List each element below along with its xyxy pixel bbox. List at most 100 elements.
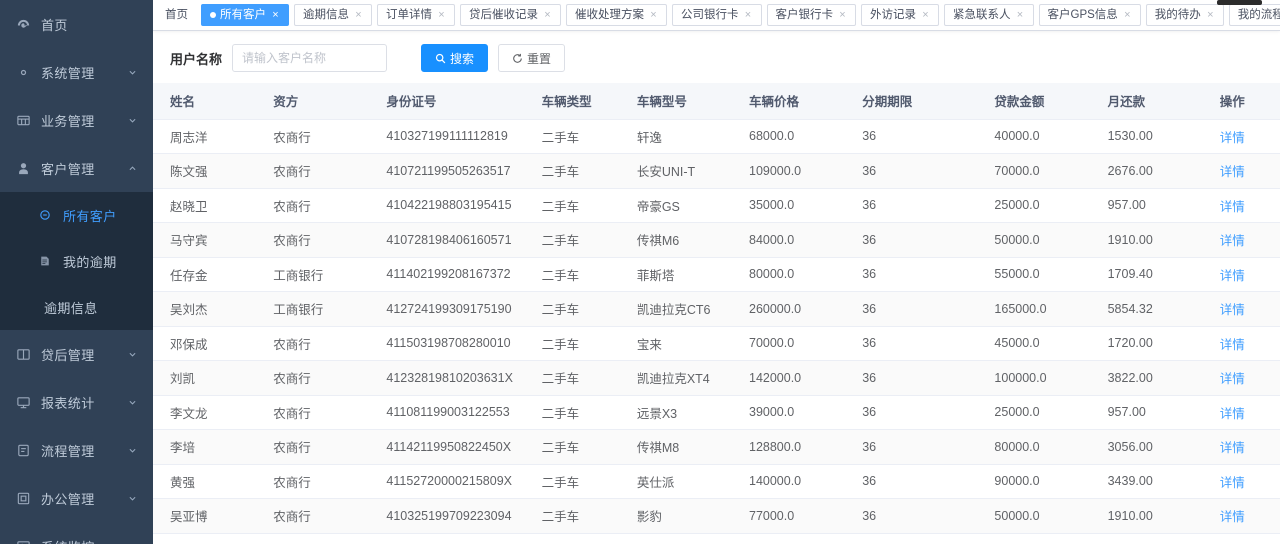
tab-逾期信息[interactable]: 逾期信息 × bbox=[294, 4, 372, 26]
column-header-term[interactable]: 分期期限 bbox=[862, 83, 995, 120]
detail-link[interactable]: 详情 bbox=[1219, 199, 1245, 214]
cell-fund: 农商行 bbox=[273, 222, 387, 258]
table-row[interactable]: 黄强 农商行 41152720000215809X 二手车 英仕派 140000.0 36 9… bbox=[153, 464, 1280, 499]
cell-car-price: 70000.0 bbox=[749, 326, 863, 361]
detail-link[interactable]: 详情 bbox=[1219, 165, 1245, 180]
sidebar-item-办公管理[interactable]: 办公管理 bbox=[0, 474, 153, 522]
tab-label: 我的流程 bbox=[1237, 9, 1280, 21]
reset-button[interactable]: 重置 bbox=[498, 44, 566, 72]
column-header-monthly[interactable]: 月还款 bbox=[1107, 83, 1220, 120]
search-input[interactable] bbox=[232, 44, 388, 72]
cell-name: 刘凯 bbox=[153, 360, 274, 396]
table-row[interactable]: 赵晓卫 农商行 410422198803195415 二手车 帝豪GS 35000.0 36… bbox=[153, 188, 1280, 223]
cell-term: 36 bbox=[862, 257, 995, 292]
cell-name: 任存金 bbox=[153, 257, 274, 292]
sidebar: 首页系统管理 业务管理 客户管理 所有客户 我的逾期 逾期信息 贷后管理 报表统计 流程管理 办公… bbox=[0, 0, 153, 544]
column-header-action[interactable]: 操作 bbox=[1219, 83, 1280, 120]
table-row[interactable]: 吴亚博 农商行 410325199709223094 二手车 影豹 77000.0 36 50… bbox=[153, 498, 1280, 534]
detail-link[interactable]: 详情 bbox=[1219, 337, 1245, 352]
table-row[interactable]: 马守宾 农商行 410728198406160571 二手车 传祺M6 84000.0 36… bbox=[153, 222, 1280, 258]
table-row[interactable]: 周志洋 农商行 410327199111112819 二手车 轩逸 68000.0 36 40… bbox=[153, 119, 1280, 154]
cell-term: 36 bbox=[862, 464, 995, 499]
cell-car-model: 宝来 bbox=[636, 326, 749, 361]
close-icon[interactable]: × bbox=[355, 9, 362, 21]
detail-link[interactable]: 详情 bbox=[1219, 441, 1245, 456]
detail-link[interactable]: 详情 bbox=[1219, 234, 1245, 249]
cell-fund: 农商行 bbox=[273, 188, 387, 223]
horizontal-scrollbar-thumb[interactable] bbox=[1217, 0, 1262, 5]
table-row[interactable]: 任存金 工商银行 411402199208167372 二手车 菲斯塔 80000.0 36… bbox=[153, 257, 1280, 292]
customer-table-wrapper[interactable]: 姓名 资方 身份证号 车辆类型 车辆型号 车辆价格 分期期限 贷款金额 月还款 … bbox=[153, 83, 1280, 544]
table-body: 周志洋 农商行 410327199111112819 二手车 轩逸 68000.0 36 40… bbox=[153, 119, 1280, 534]
detail-link[interactable]: 详情 bbox=[1219, 372, 1245, 387]
tab-订单详情[interactable]: 订单详情 × bbox=[377, 4, 455, 26]
sidebar-item-业务管理[interactable]: 业务管理 bbox=[0, 96, 153, 144]
tab-催收处理方案[interactable]: 催收处理方案 × bbox=[566, 4, 667, 26]
tab-客户银行卡[interactable]: 客户银行卡 × bbox=[766, 4, 856, 26]
detail-link[interactable]: 详情 bbox=[1219, 303, 1245, 318]
cell-term: 36 bbox=[862, 222, 995, 258]
close-icon[interactable]: × bbox=[272, 9, 279, 21]
tab-label: 贷后催收记录 bbox=[469, 9, 538, 21]
column-header-car-type[interactable]: 车辆类型 bbox=[541, 83, 637, 120]
table-row[interactable]: 吴刘杰 工商银行 412724199309175190 二手车 凯迪拉克CT6 26000… bbox=[153, 291, 1280, 327]
sidebar-item-报表统计[interactable]: 报表统计 bbox=[0, 378, 153, 426]
column-header-name[interactable]: 姓名 bbox=[153, 83, 274, 120]
close-icon[interactable]: × bbox=[1124, 9, 1131, 21]
cell-monthly: 1910.00 bbox=[1107, 222, 1220, 258]
sidebar-item-首页[interactable]: 首页 bbox=[0, 0, 153, 48]
sidebar-item-label: 首页 bbox=[41, 17, 68, 33]
cell-loan: 100000.0 bbox=[994, 360, 1108, 396]
tab-公司银行卡[interactable]: 公司银行卡 × bbox=[672, 4, 762, 26]
sidebar-item-客户管理[interactable]: 客户管理 bbox=[0, 144, 153, 192]
tab-bar[interactable]: 首页 所有客户 × 逾期信息 × 订单详情 × 贷后催收记录 × 催收处理方案 × 公司银行卡 × 客户银… bbox=[153, 0, 1280, 31]
column-header-id[interactable]: 身份证号 bbox=[386, 83, 542, 120]
sidebar-subitem-所有客户[interactable]: 所有客户 bbox=[0, 192, 153, 238]
tab-我的流程[interactable]: 我的流程× bbox=[1228, 4, 1280, 26]
cell-car-price: 80000.0 bbox=[749, 257, 863, 292]
tab-我的待办[interactable]: 我的待办 × bbox=[1145, 4, 1224, 26]
search-button[interactable]: 搜索 bbox=[421, 44, 489, 72]
sidebar-item-流程管理[interactable]: 流程管理 bbox=[0, 426, 153, 474]
tab-贷后催收记录[interactable]: 贷后催收记录 × bbox=[460, 4, 561, 26]
close-icon[interactable]: × bbox=[544, 9, 551, 21]
customer-table: 姓名 资方 身份证号 车辆类型 车辆型号 车辆价格 分期期限 贷款金额 月还款 … bbox=[153, 83, 1280, 534]
tab-所有客户[interactable]: 所有客户 × bbox=[201, 4, 289, 26]
reset-button-label: 重置 bbox=[527, 51, 552, 66]
table-row[interactable]: 李文龙 农商行 411081199003122553 二手车 远景X3 39000.0 36… bbox=[153, 395, 1280, 430]
column-header-car-price[interactable]: 车辆价格 bbox=[749, 83, 863, 120]
close-icon[interactable]: × bbox=[438, 9, 445, 21]
detail-link[interactable]: 详情 bbox=[1219, 268, 1245, 283]
detail-link[interactable]: 详情 bbox=[1219, 475, 1245, 490]
close-icon[interactable]: × bbox=[922, 9, 929, 21]
close-icon[interactable]: × bbox=[1016, 9, 1024, 21]
cell-loan: 50000.0 bbox=[994, 498, 1108, 534]
close-icon[interactable]: × bbox=[650, 9, 657, 21]
detail-link[interactable]: 详情 bbox=[1219, 130, 1245, 145]
sidebar-subitem-我的逾期[interactable]: 我的逾期 bbox=[0, 238, 153, 284]
detail-link[interactable]: 详情 bbox=[1219, 406, 1245, 421]
tab-外访记录[interactable]: 外访记录 × bbox=[861, 4, 939, 26]
chevron-down-icon bbox=[127, 397, 137, 407]
column-header-car-model[interactable]: 车辆型号 bbox=[636, 83, 749, 120]
table-row[interactable]: 李培 农商行 41142119950822450X 二手车 传祺M8 128800.0 36… bbox=[153, 429, 1280, 465]
close-icon[interactable]: × bbox=[1207, 9, 1214, 21]
cell-car-price: 260000.0 bbox=[749, 291, 863, 327]
sidebar-item-贷后管理[interactable]: 贷后管理 bbox=[0, 330, 153, 378]
sidebar-subitem-逾期信息[interactable]: 逾期信息 bbox=[0, 284, 153, 330]
tab-紧急联系人[interactable]: 紧急联系人 × bbox=[944, 4, 1034, 26]
detail-link[interactable]: 详情 bbox=[1219, 510, 1245, 525]
table-row[interactable]: 陈文强 农商行 410721199505263517 二手车 长安UNI-T 109000… bbox=[153, 153, 1280, 189]
close-icon[interactable]: × bbox=[839, 9, 846, 21]
table-row[interactable]: 刘凯 农商行 41232819810203631X 二手车 凯迪拉克XT4 142000.… bbox=[153, 360, 1280, 396]
column-header-fund[interactable]: 资方 bbox=[273, 83, 387, 120]
sidebar-item-系统监控[interactable]: 系统监控 bbox=[0, 522, 153, 544]
tab-客户GPS信息[interactable]: 客户GPS信息 × bbox=[1038, 4, 1141, 26]
column-header-loan[interactable]: 贷款金额 bbox=[994, 83, 1108, 120]
sidebar-item-系统管理[interactable]: 系统管理 bbox=[0, 48, 153, 96]
cell-car-model: 凯迪拉克CT6 bbox=[636, 291, 749, 327]
close-icon[interactable]: × bbox=[744, 9, 752, 21]
table-row[interactable]: 邓保成 农商行 411503198708280010 二手车 宝来 70000.0 36 45… bbox=[153, 326, 1280, 361]
cell-id-number: 41152720000215809X bbox=[386, 464, 542, 499]
tab-home[interactable]: 首页 bbox=[163, 4, 194, 26]
